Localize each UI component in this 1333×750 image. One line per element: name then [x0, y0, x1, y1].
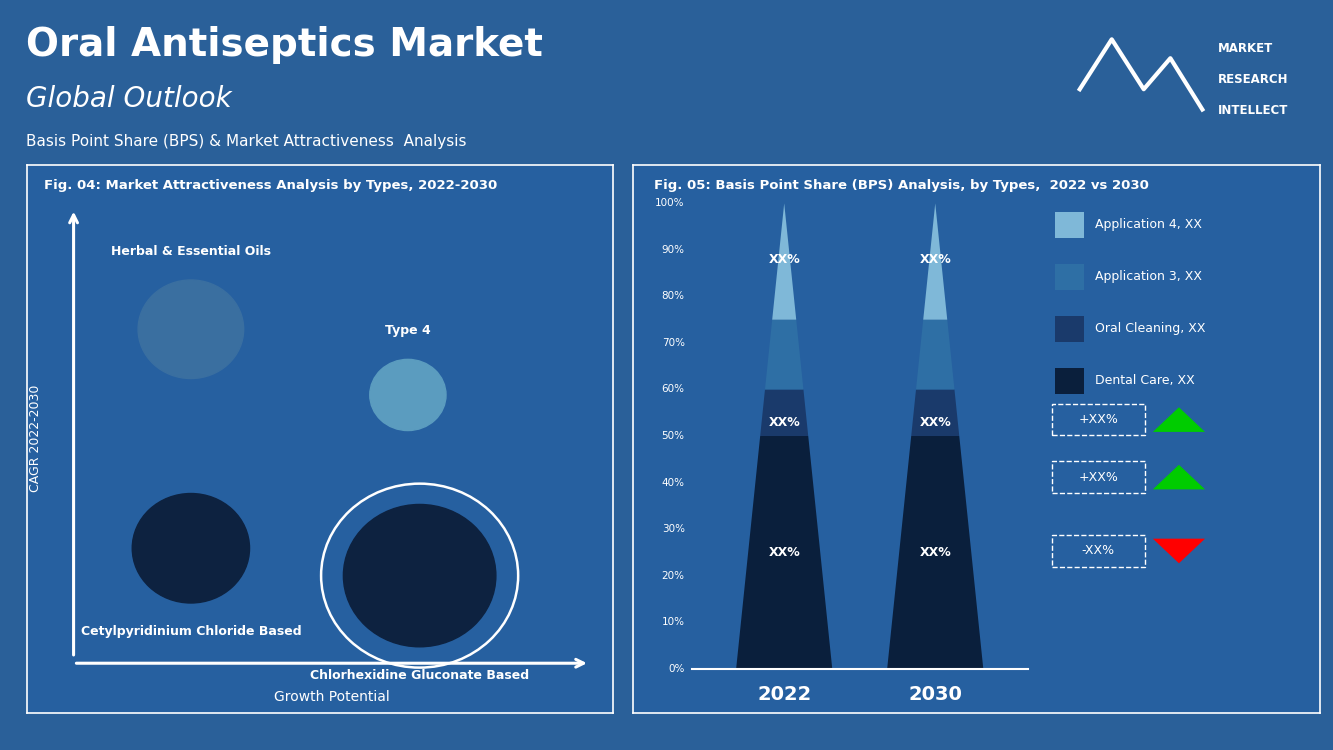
Circle shape	[132, 494, 249, 603]
Circle shape	[344, 505, 496, 646]
Text: 60%: 60%	[661, 385, 685, 394]
Text: Application 4, XX: Application 4, XX	[1096, 218, 1202, 231]
Text: Dental Care, XX: Dental Care, XX	[1096, 374, 1194, 387]
Polygon shape	[760, 389, 808, 436]
Text: 70%: 70%	[661, 338, 685, 348]
Text: RESEARCH: RESEARCH	[1218, 74, 1289, 86]
Text: INTELLECT: INTELLECT	[1218, 104, 1289, 117]
Text: Oral Cleaning, XX: Oral Cleaning, XX	[1096, 322, 1205, 335]
Text: CAGR 2022-2030: CAGR 2022-2030	[29, 385, 41, 493]
Text: XX%: XX%	[920, 416, 952, 428]
Text: XX%: XX%	[768, 416, 800, 428]
Polygon shape	[736, 436, 832, 669]
Text: Fig. 05: Basis Point Share (BPS) Analysis, by Types,  2022 vs 2030: Fig. 05: Basis Point Share (BPS) Analysi…	[653, 178, 1149, 192]
Text: Basis Point Share (BPS) & Market Attractiveness  Analysis: Basis Point Share (BPS) & Market Attract…	[27, 134, 467, 148]
Circle shape	[139, 280, 244, 379]
Text: +XX%: +XX%	[1078, 413, 1118, 426]
Text: MARKET: MARKET	[1218, 42, 1273, 56]
Text: XX%: XX%	[768, 546, 800, 559]
FancyBboxPatch shape	[1056, 263, 1084, 290]
Text: XX%: XX%	[768, 253, 800, 266]
Text: 90%: 90%	[661, 244, 685, 255]
Text: Oral Antiseptics Market: Oral Antiseptics Market	[27, 26, 543, 64]
FancyBboxPatch shape	[1056, 316, 1084, 342]
Polygon shape	[765, 320, 804, 389]
Polygon shape	[916, 320, 954, 389]
Text: 30%: 30%	[661, 524, 685, 534]
Text: XX%: XX%	[920, 546, 952, 559]
Text: Cetylpyridinium Chloride Based: Cetylpyridinium Chloride Based	[80, 625, 301, 638]
Text: Fig. 04: Market Attractiveness Analysis by Types, 2022-2030: Fig. 04: Market Attractiveness Analysis …	[44, 178, 497, 192]
Text: XX%: XX%	[920, 253, 952, 266]
FancyBboxPatch shape	[1056, 211, 1084, 238]
Polygon shape	[924, 203, 948, 320]
Text: -XX%: -XX%	[1081, 544, 1114, 557]
Polygon shape	[1153, 407, 1205, 432]
Text: Growth Potential: Growth Potential	[273, 690, 389, 704]
Text: Application 3, XX: Application 3, XX	[1096, 270, 1202, 284]
FancyBboxPatch shape	[1056, 368, 1084, 394]
Polygon shape	[772, 203, 796, 320]
Text: 50%: 50%	[661, 431, 685, 441]
Text: Type 4: Type 4	[385, 325, 431, 338]
Text: +XX%: +XX%	[1078, 470, 1118, 484]
Text: Herbal & Essential Oils: Herbal & Essential Oils	[111, 245, 271, 258]
Text: 10%: 10%	[661, 617, 685, 627]
Polygon shape	[1153, 465, 1205, 490]
Polygon shape	[888, 436, 984, 669]
Text: 20%: 20%	[661, 571, 685, 580]
Circle shape	[369, 359, 447, 430]
Text: 2022: 2022	[757, 686, 812, 704]
Polygon shape	[912, 389, 960, 436]
Text: 2030: 2030	[908, 686, 962, 704]
Polygon shape	[1153, 538, 1205, 563]
Text: 0%: 0%	[668, 664, 685, 674]
Text: 80%: 80%	[661, 292, 685, 302]
Text: 40%: 40%	[661, 478, 685, 488]
Text: Global Outlook: Global Outlook	[27, 86, 232, 113]
Text: 100%: 100%	[655, 198, 685, 208]
Text: Chlorhexidine Gluconate Based: Chlorhexidine Gluconate Based	[311, 669, 529, 682]
